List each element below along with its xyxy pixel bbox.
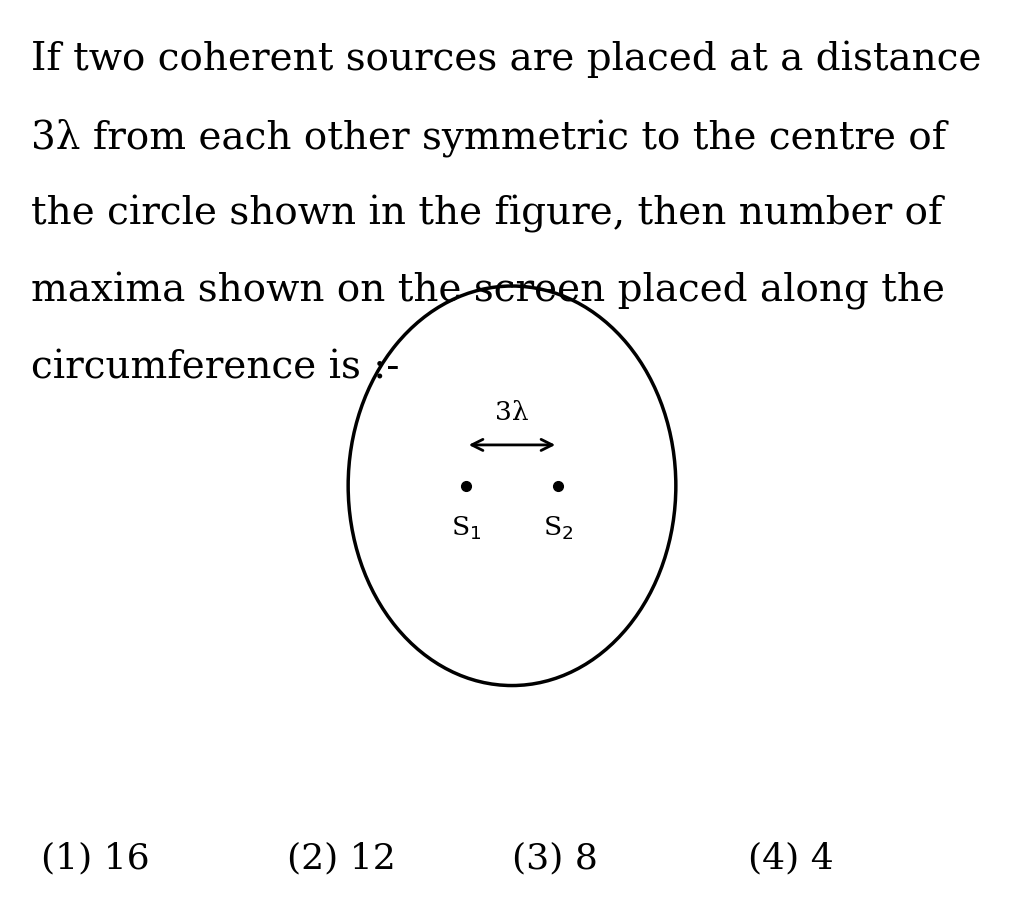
Text: S$_2$: S$_2$ [543,515,573,542]
Text: (2) 12: (2) 12 [287,841,395,875]
Text: the circle shown in the figure, then number of: the circle shown in the figure, then num… [31,195,942,233]
Text: S$_1$: S$_1$ [451,515,481,542]
Text: (1) 16: (1) 16 [41,841,150,875]
Text: 3λ from each other symmetric to the centre of: 3λ from each other symmetric to the cent… [31,118,946,156]
Text: 3λ: 3λ [496,400,528,425]
Text: maxima shown on the screen placed along the: maxima shown on the screen placed along … [31,272,945,311]
Text: circumference is :-: circumference is :- [31,350,399,387]
Text: (3) 8: (3) 8 [512,841,598,875]
Text: If two coherent sources are placed at a distance: If two coherent sources are placed at a … [31,41,981,78]
Text: (4) 4: (4) 4 [748,841,834,875]
